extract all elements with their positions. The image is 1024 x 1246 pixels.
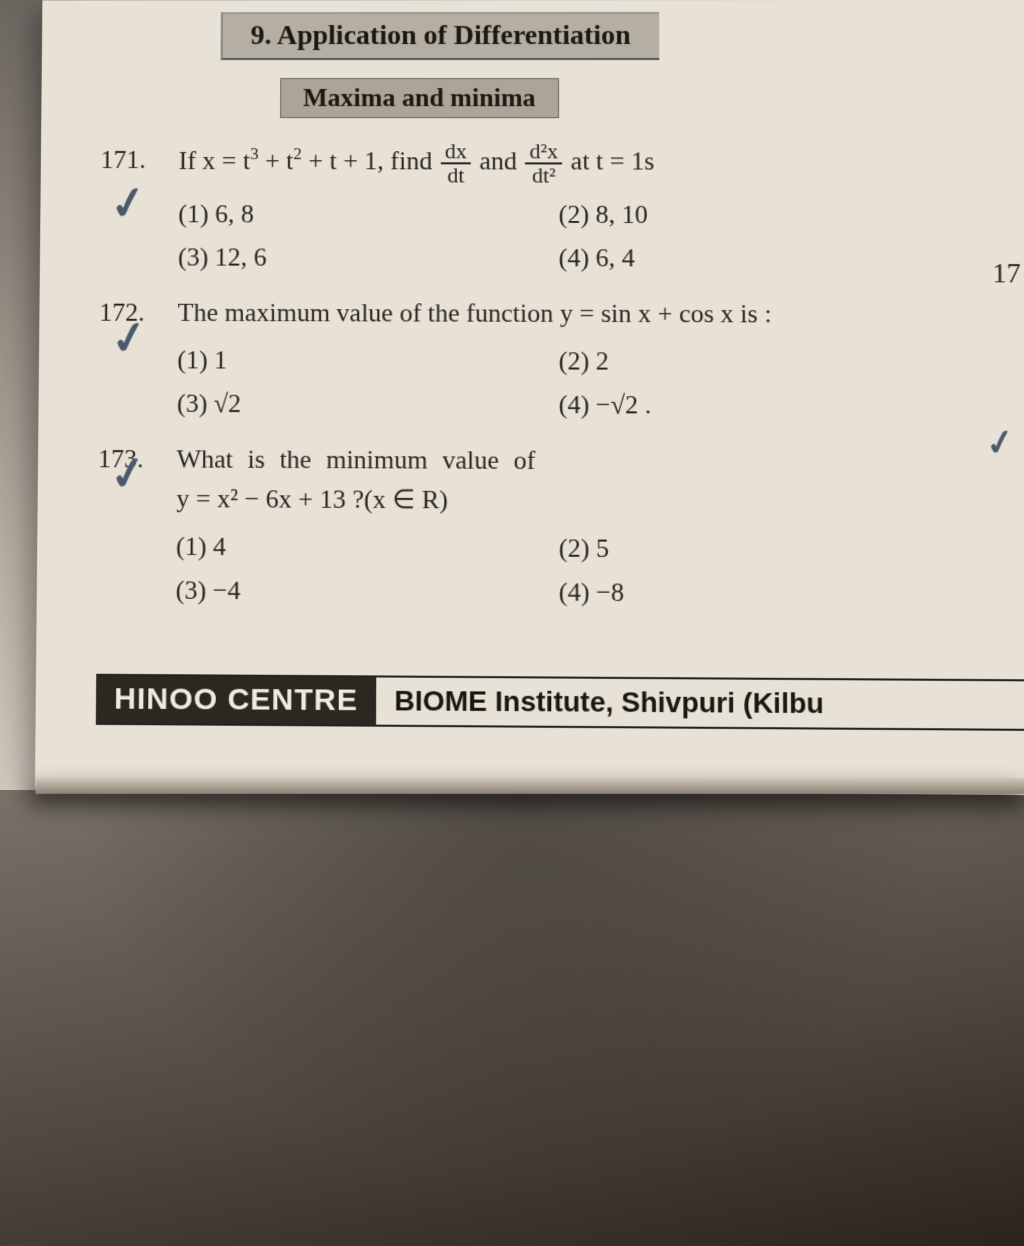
option: (3) −4: [176, 568, 559, 614]
option: (4) −√2 .: [559, 383, 944, 428]
question-body: What is the minimum value of y = x² − 6x…: [176, 439, 945, 616]
q-text: + t + 1, find: [302, 146, 439, 175]
q-text: and: [479, 146, 523, 175]
table-surface: [0, 790, 1024, 1246]
q-text: The maximum value of the function y = si…: [178, 298, 772, 329]
page-edge: [35, 778, 1024, 794]
margin-number: 17: [992, 258, 1021, 291]
option: (2) 2: [559, 339, 943, 384]
option: (1) 1: [177, 338, 559, 383]
options: (1) 4 (2) 5 (3) −4 (4) −8: [176, 524, 945, 616]
q-text: y = x² − 6x + 13 ?(x ∈ R): [176, 484, 448, 515]
q-text: What is the minimum value of: [177, 444, 536, 475]
question-171: 171. If x = t3 + t2 + t + 1, find dxdt a…: [100, 140, 1024, 280]
option: (4) −8: [559, 570, 945, 616]
fraction: dxdt: [441, 140, 471, 186]
footer-institute: BIOME Institute, Shivpuri (Kilbu: [376, 677, 1024, 728]
option: (1) 6, 8: [178, 192, 558, 236]
options: (1) 1 (2) 2 (3) √2 (4) −√2 .: [177, 338, 944, 428]
option: (3) √2: [177, 381, 559, 426]
q-text: If x = t: [179, 146, 251, 175]
q-text: at t = 1s: [571, 146, 655, 175]
book-page: 9. Application of Differentiation Maxima…: [35, 0, 1024, 795]
footer-centre: HINOO CENTRE: [96, 676, 376, 725]
q-text: + t: [258, 146, 293, 175]
question-number: 171.: [100, 140, 172, 179]
question-172: 172. The maximum value of the function y…: [98, 293, 1024, 428]
question-body: The maximum value of the function y = si…: [177, 293, 944, 428]
option: (4) 6, 4: [559, 236, 943, 280]
fraction: d²xdt²: [525, 140, 562, 186]
footer-bar: HINOO CENTRE BIOME Institute, Shivpuri (…: [96, 674, 1024, 731]
section-header: 9. Application of Differentiation: [221, 12, 659, 60]
question-173: 173. What is the minimum value of y = x²…: [97, 439, 1024, 617]
sub-header: Maxima and minima: [280, 78, 559, 118]
option: (1) 4: [176, 524, 559, 570]
option: (3) 12, 6: [178, 235, 559, 279]
option: (2) 8, 10: [559, 193, 942, 237]
options: (1) 6, 8 (2) 8, 10 (3) 12, 6 (4) 6, 4: [178, 192, 942, 280]
option: (2) 5: [559, 526, 945, 572]
question-body: If x = t3 + t2 + t + 1, find dxdt and d²…: [178, 140, 942, 280]
